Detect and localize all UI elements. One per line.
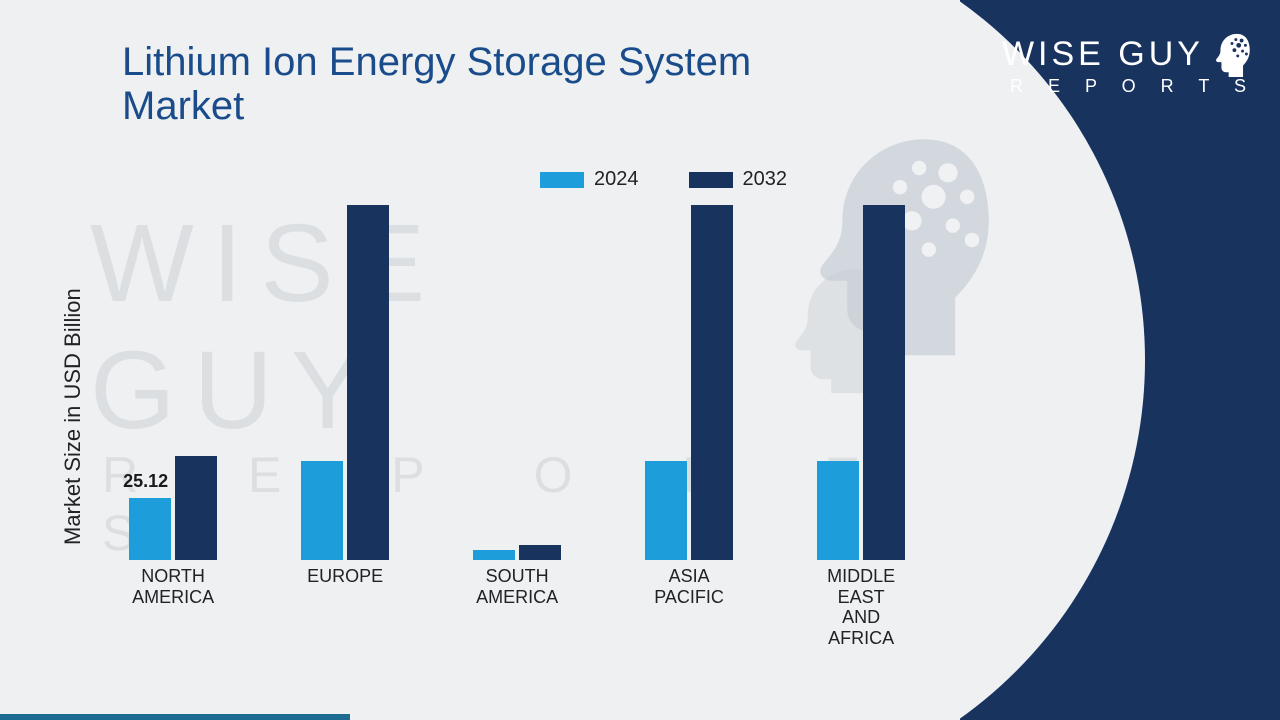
- bar-2024-3: [645, 461, 687, 560]
- bar-2032-4: [863, 205, 905, 560]
- x-label-0: NORTHAMERICA: [103, 566, 243, 607]
- y-axis-label: Market Size in USD Billion: [60, 288, 86, 545]
- chart-plot-area: 25.12: [100, 200, 960, 560]
- bar-2024-2: [473, 550, 515, 560]
- x-label-2: SOUTHAMERICA: [447, 566, 587, 607]
- x-label-4: MIDDLEEASTANDAFRICA: [791, 566, 931, 649]
- brand-head-icon: [1208, 30, 1256, 78]
- legend-item-2032: 2032: [689, 168, 788, 191]
- bar-2032-3: [691, 205, 733, 560]
- x-label-3: ASIAPACIFIC: [619, 566, 759, 607]
- page-title: Lithium Ion Energy Storage System Market: [122, 40, 842, 128]
- bar-2024-1: [301, 461, 343, 560]
- bar-2032-1: [347, 205, 389, 560]
- bar-2032-0: [175, 456, 217, 560]
- chart-legend: 2024 2032: [540, 168, 787, 191]
- legend-swatch-2024: [540, 172, 584, 188]
- legend-item-2024: 2024: [540, 168, 639, 191]
- x-label-1: EUROPE: [275, 566, 415, 587]
- brand-line1: WISE GUY: [1002, 35, 1204, 74]
- x-axis-labels: NORTHAMERICA EUROPE SOUTHAMERICA ASIAPACIFI…: [100, 566, 960, 686]
- bar-2032-2: [519, 545, 561, 560]
- legend-label-2024: 2024: [594, 168, 639, 191]
- bottom-accent-bar: [0, 714, 350, 720]
- chart-canvas: WISE GUY R E P O R T S Lithium Ion Energ…: [0, 0, 1280, 720]
- bar-2024-4: [817, 461, 859, 560]
- bar-value-label: 25.12: [123, 471, 168, 492]
- brand-line2: R E P O R T S: [1002, 76, 1256, 97]
- bar-2024-0: [129, 498, 171, 560]
- legend-swatch-2032: [689, 172, 733, 188]
- legend-label-2032: 2032: [743, 168, 788, 191]
- brand-logo: WISE GUY R E P O R T S: [1002, 30, 1256, 97]
